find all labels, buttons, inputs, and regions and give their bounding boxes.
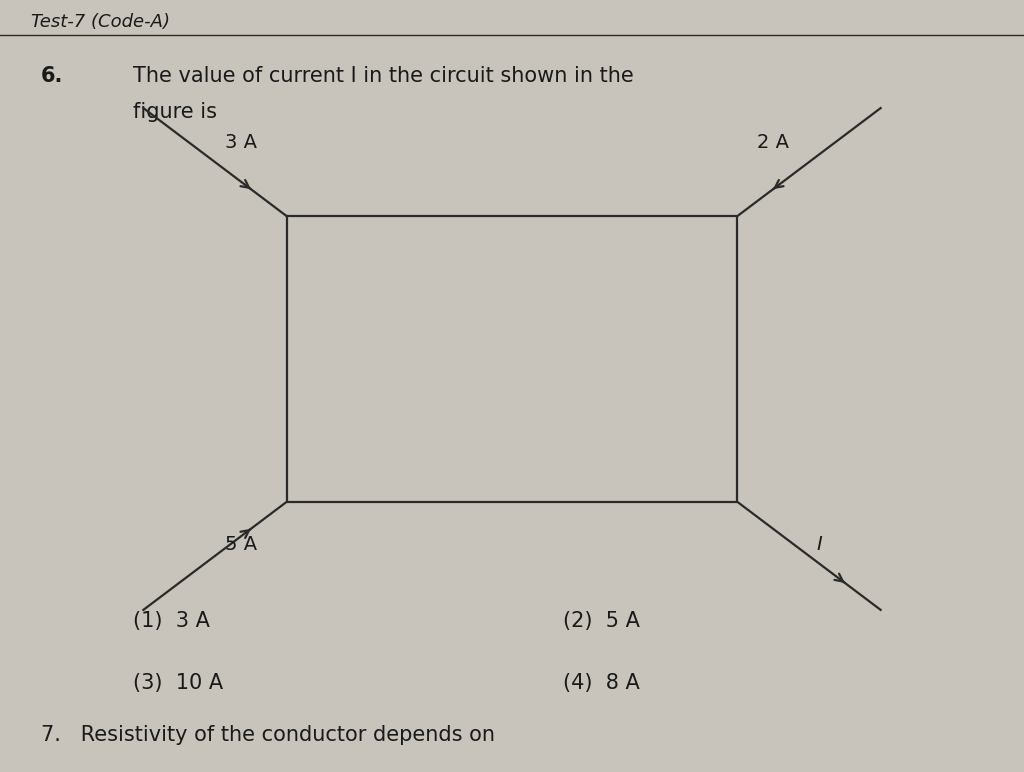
Text: 2 A: 2 A	[757, 134, 790, 152]
Text: 6.: 6.	[41, 66, 63, 86]
Text: (2)  5 A: (2) 5 A	[563, 611, 640, 631]
Text: (3)  10 A: (3) 10 A	[133, 673, 223, 693]
Text: 5 A: 5 A	[224, 535, 257, 554]
Text: figure is: figure is	[133, 102, 217, 122]
Text: (4)  8 A: (4) 8 A	[563, 673, 640, 693]
Text: The value of current I in the circuit shown in the: The value of current I in the circuit sh…	[133, 66, 634, 86]
Text: 3 A: 3 A	[224, 134, 257, 152]
Text: Test-7 (Code-A): Test-7 (Code-A)	[31, 12, 170, 31]
Text: I: I	[816, 535, 822, 554]
Text: (1)  3 A: (1) 3 A	[133, 611, 210, 631]
Text: 7.   Resistivity of the conductor depends on: 7. Resistivity of the conductor depends …	[41, 725, 495, 745]
